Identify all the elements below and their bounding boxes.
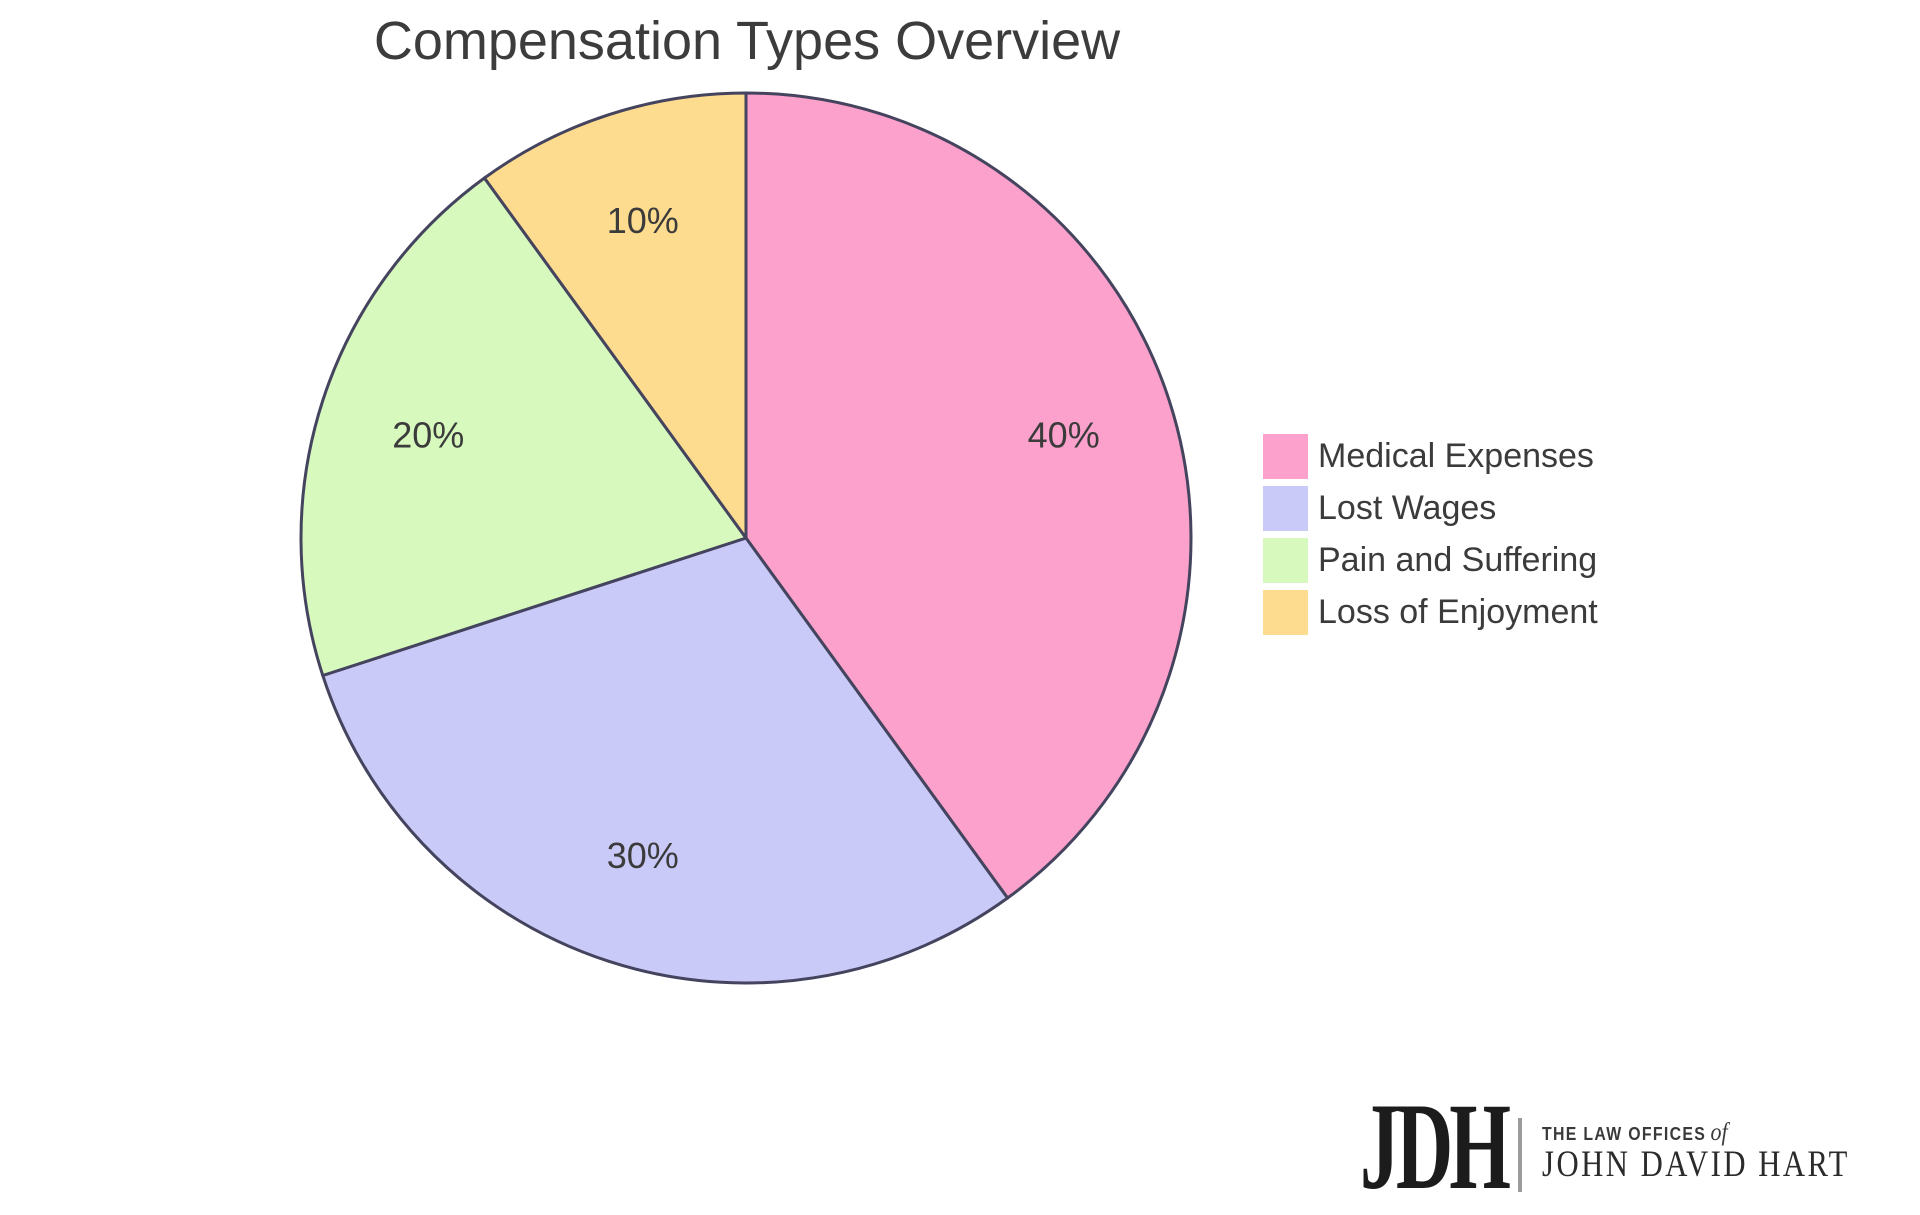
logo-line1: THE LAW OFFICES of xyxy=(1542,1119,1868,1146)
legend-item-medical-expenses: Medical Expenses xyxy=(1263,434,1598,479)
legend-label-loss-of-enjoyment: Loss of Enjoyment xyxy=(1318,593,1598,631)
legend-item-lost-wages: Lost Wages xyxy=(1263,486,1598,531)
logo-line1-of: of xyxy=(1710,1119,1728,1146)
legend-swatch-lost-wages xyxy=(1263,486,1308,531)
pie-slice-label-lost-wages: 30% xyxy=(607,835,679,876)
pie-slice-label-medical-expenses: 40% xyxy=(1028,414,1100,455)
pie-slice-label-loss-of-enjoyment: 10% xyxy=(607,200,679,241)
legend-label-lost-wages: Lost Wages xyxy=(1318,489,1497,527)
legend-swatch-loss-of-enjoyment xyxy=(1263,590,1308,635)
law-firm-logo-text: THE LAW OFFICES of JOHN DAVID HART xyxy=(1542,1119,1913,1186)
chart-title: Compensation Types Overview xyxy=(373,11,1121,71)
pie-slice-loss-of-enjoyment xyxy=(482,91,748,540)
logo-divider xyxy=(1518,1118,1522,1192)
pie-slice-pain-and-suffering xyxy=(299,176,748,678)
legend-label-medical-expenses: Medical Expenses xyxy=(1318,437,1594,475)
legend: Medical Expenses Lost Wages Pain and Suffe… xyxy=(1263,434,1598,642)
legend-item-pain-and-suffering: Pain and Suffering xyxy=(1263,538,1598,583)
logo-line2: JOHN DAVID HART xyxy=(1542,1144,1850,1185)
legend-item-loss-of-enjoyment: Loss of Enjoyment xyxy=(1263,590,1598,635)
logo-monogram: JDH xyxy=(1360,1078,1511,1215)
legend-swatch-pain-and-suffering xyxy=(1263,538,1308,583)
legend-label-pain-and-suffering: Pain and Suffering xyxy=(1318,541,1598,579)
pie-slice-lost-wages xyxy=(321,536,1010,985)
pie-slice-label-pain-and-suffering: 20% xyxy=(392,414,464,455)
pie-slice-medical-expenses xyxy=(744,91,1193,900)
logo-line1-prefix: THE LAW OFFICES xyxy=(1542,1124,1707,1144)
legend-swatch-medical-expenses xyxy=(1263,434,1308,479)
